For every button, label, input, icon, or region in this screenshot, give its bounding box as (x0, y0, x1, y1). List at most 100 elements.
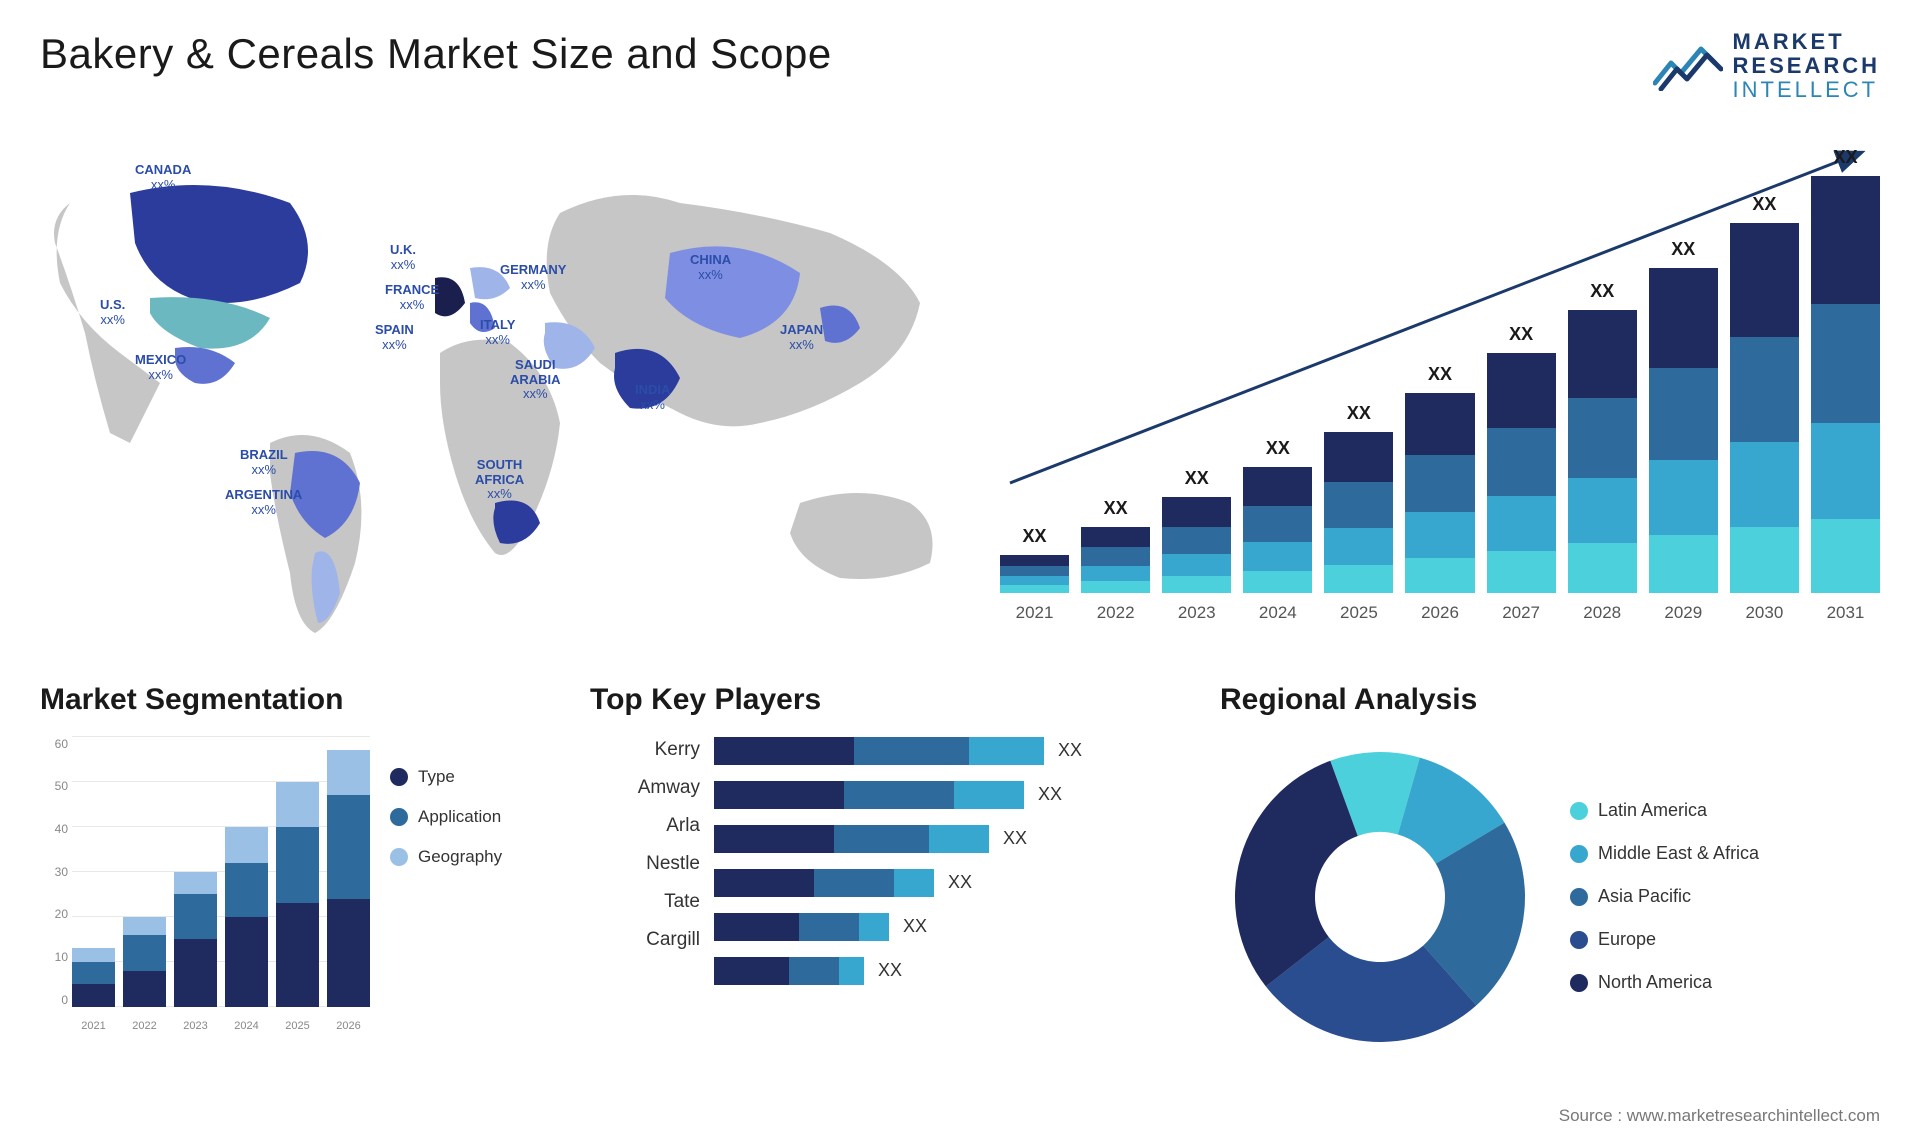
legend-item: Type (390, 767, 502, 787)
growth-bar-value: XX (1023, 526, 1047, 547)
segmentation-legend: Type Application Geography (390, 737, 502, 1037)
player-name: Nestle (590, 853, 700, 875)
segmentation-bar (225, 827, 268, 1007)
segmentation-bar (72, 948, 115, 1007)
segmentation-bar (327, 750, 370, 1007)
growth-bar-value: XX (1833, 147, 1857, 168)
logo-line2: RESEARCH (1733, 54, 1880, 78)
map-label: ITALYxx% (480, 318, 515, 348)
regional-legend: Latin America Middle East & Africa Asia Pa… (1570, 800, 1759, 993)
growth-x-label: 2023 (1162, 603, 1231, 623)
top-key-players-panel: Top Key Players KerryAmwayArlaNestleTate… (590, 683, 1190, 1057)
growth-x-label: 2029 (1649, 603, 1718, 623)
player-value: XX (878, 960, 902, 981)
seg-x-label: 2025 (276, 1020, 319, 1032)
world-map: CANADAxx%U.S.xx%MEXICOxx%BRAZILxx%ARGENT… (40, 123, 960, 643)
map-label: ARGENTINAxx% (225, 488, 302, 518)
growth-x-label: 2031 (1811, 603, 1880, 623)
growth-bar-value: XX (1752, 194, 1776, 215)
seg-x-label: 2021 (72, 1020, 115, 1032)
growth-bar-value: XX (1347, 403, 1371, 424)
growth-stacked-bar-chart: XXXXXXXXXXXXXXXXXXXXXX 20212022202320242… (1000, 123, 1880, 643)
seg-y-tick: 50 (40, 779, 68, 793)
player-value: XX (948, 872, 972, 893)
legend-item: Middle East & Africa (1570, 843, 1759, 864)
growth-bar: XX (1487, 353, 1556, 593)
growth-bar: XX (1000, 555, 1069, 593)
growth-bar: XX (1730, 223, 1799, 593)
map-label: CHINAxx% (690, 253, 731, 283)
players-title: Top Key Players (590, 683, 1190, 717)
seg-x-label: 2022 (123, 1020, 166, 1032)
segmentation-bar-chart: 60 50 40 30 20 10 0 2021 2022 2023 2024 2025 2026 (40, 737, 370, 1037)
map-label: SPAINxx% (375, 323, 414, 353)
growth-x-label: 2030 (1730, 603, 1799, 623)
map-label: JAPANxx% (780, 323, 823, 353)
growth-bar-value: XX (1671, 239, 1695, 260)
seg-y-tick: 30 (40, 865, 68, 879)
map-label: CANADAxx% (135, 163, 191, 193)
growth-bar: XX (1405, 393, 1474, 593)
growth-bar-value: XX (1185, 468, 1209, 489)
brand-logo: MARKET RESEARCH INTELLECT (1653, 30, 1880, 103)
growth-x-label: 2027 (1487, 603, 1556, 623)
segmentation-bar (123, 917, 166, 1007)
source-attribution: Source : www.marketresearchintellect.com (1559, 1106, 1880, 1126)
growth-bar: XX (1162, 497, 1231, 593)
logo-line3: INTELLECT (1733, 78, 1880, 102)
seg-y-tick: 20 (40, 907, 68, 921)
legend-item: Latin America (1570, 800, 1759, 821)
map-label: GERMANYxx% (500, 263, 566, 293)
player-value: XX (1038, 784, 1062, 805)
player-name: Amway (590, 777, 700, 799)
map-label: FRANCExx% (385, 283, 439, 313)
seg-y-tick: 10 (40, 950, 68, 964)
logo-icon (1653, 41, 1723, 91)
player-bar-row: XX (714, 825, 1190, 853)
logo-line1: MARKET (1733, 30, 1880, 54)
player-bar-row: XX (714, 957, 1190, 985)
map-label: INDIAxx% (635, 383, 670, 413)
legend-item: Geography (390, 847, 502, 867)
player-value: XX (903, 916, 927, 937)
seg-y-tick: 60 (40, 737, 68, 751)
player-name: Kerry (590, 739, 700, 761)
world-map-svg (40, 123, 960, 643)
map-label: U.K.xx% (390, 243, 416, 273)
legend-item: Asia Pacific (1570, 886, 1759, 907)
players-names: KerryAmwayArlaNestleTateCargill (590, 737, 700, 985)
growth-x-label: 2026 (1405, 603, 1474, 623)
player-name: Cargill (590, 929, 700, 951)
growth-bar-value: XX (1428, 364, 1452, 385)
growth-bar: XX (1649, 268, 1718, 593)
seg-x-label: 2023 (174, 1020, 217, 1032)
growth-x-label: 2022 (1081, 603, 1150, 623)
player-bar-row: XX (714, 737, 1190, 765)
growth-x-label: 2028 (1568, 603, 1637, 623)
growth-x-label: 2025 (1324, 603, 1393, 623)
map-label: SOUTHAFRICAxx% (475, 458, 524, 503)
player-name: Arla (590, 815, 700, 837)
player-value: XX (1003, 828, 1027, 849)
seg-y-tick: 40 (40, 822, 68, 836)
player-bar-row: XX (714, 913, 1190, 941)
seg-y-tick: 0 (40, 993, 68, 1007)
map-label: MEXICOxx% (135, 353, 186, 383)
growth-x-label: 2021 (1000, 603, 1069, 623)
segmentation-bar (276, 782, 319, 1007)
growth-bar-value: XX (1590, 281, 1614, 302)
growth-bar: XX (1324, 432, 1393, 593)
map-label: U.S.xx% (100, 298, 125, 328)
legend-item: Application (390, 807, 502, 827)
growth-bar-value: XX (1509, 324, 1533, 345)
map-label: SAUDIARABIAxx% (510, 358, 561, 403)
players-bar-chart: XX XX XX XX XX XX (714, 737, 1190, 985)
seg-x-label: 2026 (327, 1020, 370, 1032)
segmentation-bar (174, 872, 217, 1007)
segmentation-title: Market Segmentation (40, 683, 560, 717)
player-bar-row: XX (714, 869, 1190, 897)
growth-bar-value: XX (1104, 498, 1128, 519)
growth-bar-value: XX (1266, 438, 1290, 459)
seg-x-label: 2024 (225, 1020, 268, 1032)
legend-item: North America (1570, 972, 1759, 993)
